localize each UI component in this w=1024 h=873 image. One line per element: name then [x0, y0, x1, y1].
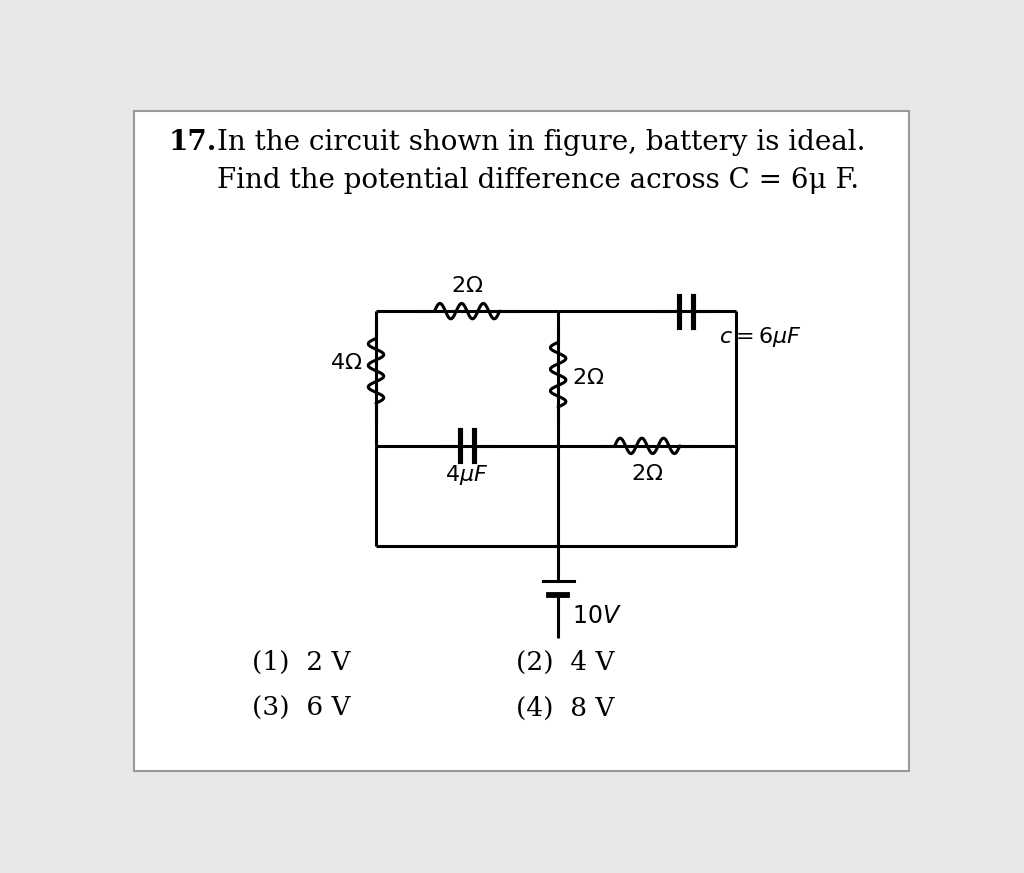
- Text: $2\Omega$: $2\Omega$: [631, 463, 664, 485]
- Text: (1)  2 V: (1) 2 V: [252, 650, 350, 675]
- Text: $2\Omega$: $2\Omega$: [572, 368, 604, 389]
- Text: $2\Omega$: $2\Omega$: [451, 275, 483, 298]
- Text: $10V$: $10V$: [572, 605, 622, 629]
- FancyBboxPatch shape: [134, 111, 909, 771]
- Text: $4\Omega$: $4\Omega$: [330, 352, 362, 375]
- Text: (2)  4 V: (2) 4 V: [515, 650, 614, 675]
- Text: 17.: 17.: [168, 128, 217, 155]
- Text: $c=6\mu F$: $c=6\mu F$: [719, 325, 802, 349]
- Text: (4)  8 V: (4) 8 V: [515, 696, 613, 721]
- Text: $4\mu F$: $4\mu F$: [445, 463, 488, 487]
- Text: (3)  6 V: (3) 6 V: [252, 696, 350, 721]
- Text: In the circuit shown in figure, battery is ideal.: In the circuit shown in figure, battery …: [217, 128, 865, 155]
- Text: Find the potential difference across C = 6μ F.: Find the potential difference across C =…: [217, 167, 859, 194]
